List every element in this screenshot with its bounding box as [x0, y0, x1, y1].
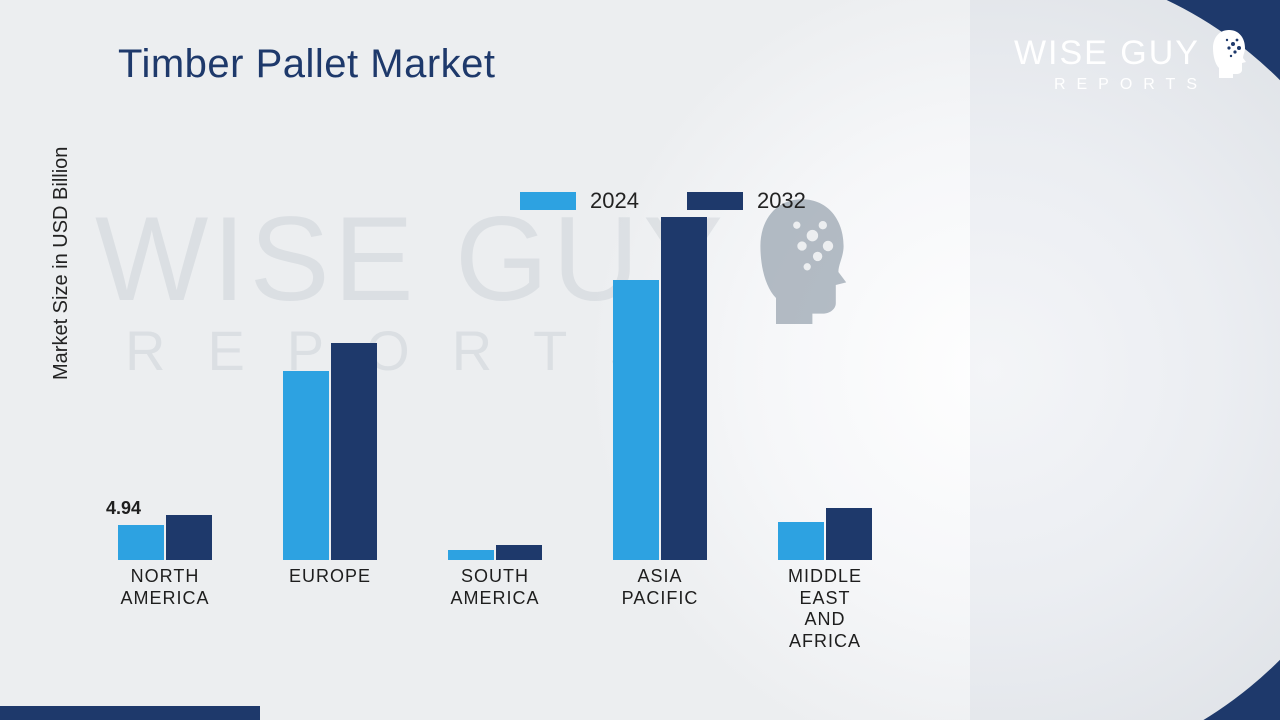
x-axis-label: NORTHAMERICA: [95, 566, 235, 609]
logo-line1: WISE GUY: [1014, 34, 1200, 73]
y-axis-label: Market Size in USD Billion: [50, 147, 73, 380]
legend-swatch: [520, 192, 576, 210]
bar-2024: [613, 280, 659, 560]
bottom-accent-bar: [0, 706, 260, 720]
bar-2032: [661, 217, 707, 560]
chart-plot-area: NORTHAMERICA4.94EUROPESOUTHAMERICAASIAPA…: [100, 210, 930, 560]
head-icon: [1208, 28, 1250, 78]
logo-line2: REPORTS: [990, 76, 1250, 94]
x-axis-label: SOUTHAMERICA: [425, 566, 565, 609]
x-axis-label: MIDDLEEASTANDAFRICA: [755, 566, 895, 652]
x-axis-label: EUROPE: [260, 566, 400, 588]
x-axis-label: ASIAPACIFIC: [590, 566, 730, 609]
bar-2024: [448, 550, 494, 561]
bar-2024: [283, 371, 329, 560]
bar-2032: [826, 508, 872, 561]
bar-2032: [166, 515, 212, 561]
bar-2032: [331, 343, 377, 560]
bar-2024: [118, 525, 164, 560]
brand-logo: WISE GUY REPORTS: [990, 28, 1250, 94]
bar-2024: [778, 522, 824, 561]
chart-canvas: WISE GUY REPORTS Timber Pallet Market WI…: [0, 0, 1280, 720]
bar-2032: [496, 545, 542, 560]
chart-title: Timber Pallet Market: [118, 42, 496, 87]
legend-swatch: [687, 192, 743, 210]
bar-value-label: 4.94: [106, 498, 141, 519]
